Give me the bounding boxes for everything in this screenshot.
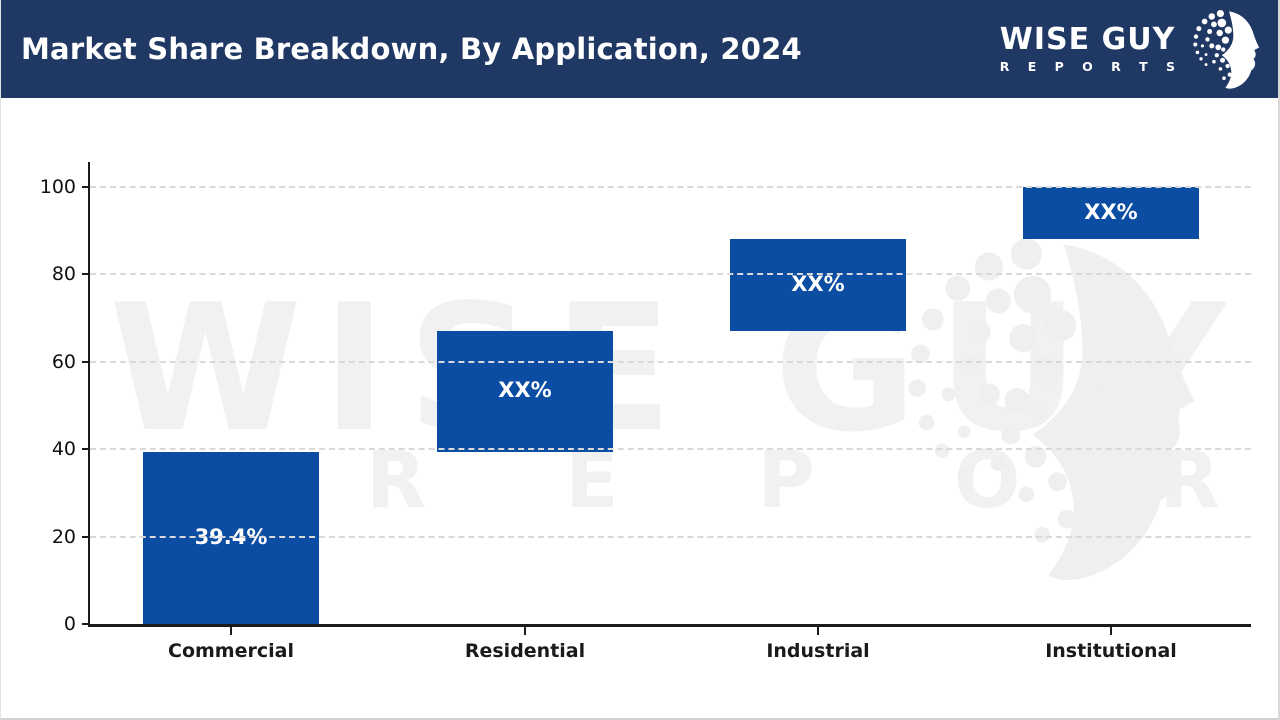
category-label-residential: Residential: [464, 640, 586, 662]
y-tick-label-100: 100: [39, 176, 76, 198]
bar-value-label: XX%: [498, 378, 552, 403]
y-tick-100: [82, 186, 90, 188]
brand-face-icon: [1188, 9, 1260, 89]
brand-name-bottom: R E P O R T S: [999, 58, 1182, 74]
gridline-60: [90, 360, 1251, 363]
x-tick-institutional: [1110, 627, 1112, 635]
brand-logo: WISE GUY R E P O R T S: [999, 9, 1260, 89]
bar-commercial: 39.4%: [143, 451, 319, 624]
y-tick-60: [82, 360, 90, 363]
y-tick-label-40: 40: [51, 438, 76, 461]
y-tick-80: [82, 273, 90, 276]
x-tick-industrial: [817, 627, 819, 635]
category-label-commercial: Commercial: [168, 640, 294, 662]
gridline-40: [90, 448, 1251, 451]
header-bar: Market Share Breakdown, By Application, …: [1, 0, 1278, 98]
y-tick-label-20: 20: [51, 525, 76, 548]
y-axis-line: [88, 162, 90, 627]
category-label-institutional: Institutional: [1045, 640, 1177, 662]
category-label-industrial: Industrial: [766, 640, 870, 662]
y-tick-label-80: 80: [51, 263, 76, 286]
bar-value-label: XX%: [791, 271, 845, 296]
page-title: Market Share Breakdown, By Application, …: [21, 32, 802, 66]
brand-wordmark: WISE GUY R E P O R T S: [999, 21, 1182, 74]
y-tick-label-0: 0: [63, 613, 76, 635]
brand-name-top: WISE GUY: [999, 21, 1176, 57]
bar-industrial: XX%: [730, 239, 906, 331]
bar-value-label: XX%: [1084, 200, 1138, 224]
bar-residential: XX%: [437, 330, 613, 452]
x-tick-commercial: [230, 627, 232, 635]
bar-institutional: XX%: [1023, 187, 1199, 239]
gridline-100: [90, 186, 1251, 188]
gridline-20: [90, 535, 1251, 538]
y-tick-20: [82, 535, 90, 538]
y-tick-0: [82, 623, 90, 625]
gridline-80: [90, 273, 1251, 276]
y-tick-40: [82, 448, 90, 451]
x-tick-residential: [524, 627, 526, 635]
x-axis-line: [88, 624, 1251, 627]
y-tick-label-60: 60: [51, 350, 76, 373]
